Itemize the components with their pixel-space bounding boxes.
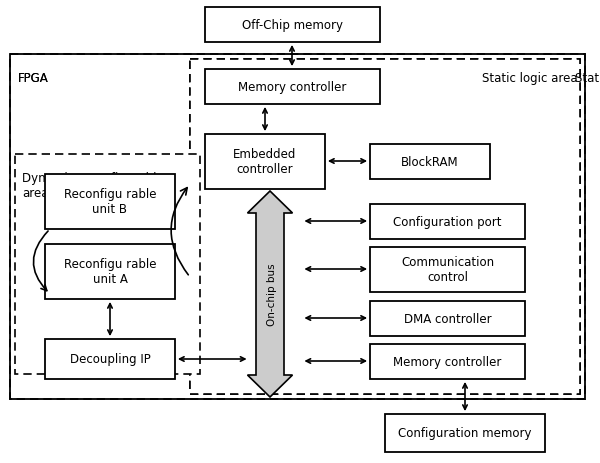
Bar — [205, 8, 380, 43]
Text: Reconfigu rable
unit B: Reconfigu rable unit B — [64, 188, 156, 216]
Bar — [370, 247, 525, 292]
Bar — [10, 55, 585, 399]
Bar — [205, 70, 380, 105]
Text: FPGA: FPGA — [18, 72, 49, 85]
Text: Off-Chip memory: Off-Chip memory — [242, 19, 343, 32]
Text: Configuration memory: Configuration memory — [398, 426, 532, 439]
Text: Static logic area: Static logic area — [482, 72, 578, 85]
Bar — [10, 55, 585, 399]
Text: Memory controller: Memory controller — [394, 355, 502, 368]
Bar — [370, 144, 490, 180]
Text: Dynamic reconfigurable
area: Dynamic reconfigurable area — [22, 172, 164, 200]
Text: Memory controller: Memory controller — [238, 81, 347, 94]
Bar — [45, 244, 175, 300]
Bar — [370, 205, 525, 239]
Text: BlockRAM: BlockRAM — [401, 156, 459, 169]
Bar — [190, 60, 580, 394]
Bar — [190, 60, 580, 394]
Text: On-chip bus: On-chip bus — [267, 263, 277, 325]
Polygon shape — [248, 192, 293, 397]
Bar — [205, 135, 325, 189]
Bar — [370, 301, 525, 336]
Bar — [370, 344, 525, 379]
Text: Embedded
controller: Embedded controller — [233, 148, 296, 176]
Text: Reconfigu rable
unit A: Reconfigu rable unit A — [64, 258, 156, 286]
Text: FPGA: FPGA — [18, 72, 49, 85]
Bar — [385, 414, 545, 452]
Text: Static logic area: Static logic area — [575, 72, 600, 85]
Bar — [45, 339, 175, 379]
Text: Configuration port: Configuration port — [393, 216, 502, 229]
Text: Communication
control: Communication control — [401, 256, 494, 284]
Text: Decoupling IP: Decoupling IP — [70, 353, 151, 366]
Text: DMA controller: DMA controller — [404, 313, 491, 325]
Bar — [15, 155, 200, 374]
Bar — [45, 175, 175, 230]
